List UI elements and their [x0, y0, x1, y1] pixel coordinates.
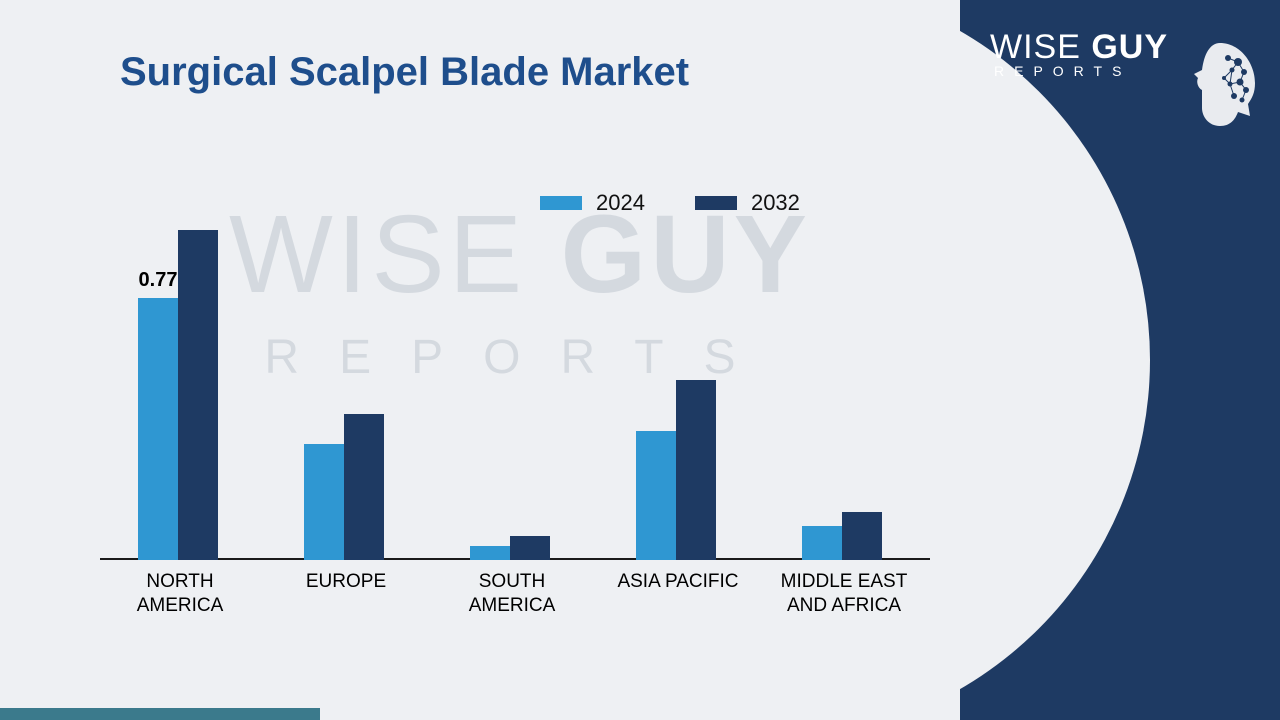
brand-logo: WISE GUY REPORTS: [990, 28, 1250, 79]
bar-2032: [510, 536, 550, 560]
category-label: ASIA PACIFIC: [608, 570, 748, 594]
bottom-accent-strip: [0, 708, 320, 720]
bar-2032: [344, 414, 384, 560]
bar-2024: 0.77: [138, 298, 178, 560]
bar-2024: [802, 526, 842, 560]
logo-line1b: GUY: [1091, 28, 1168, 66]
bar-2032: [842, 512, 882, 560]
legend-label-2032: 2032: [751, 190, 800, 216]
category-label: MIDDLE EAST AND AFRICA: [774, 570, 914, 618]
bar-2024: [304, 444, 344, 560]
category-label: SOUTH AMERICA: [442, 570, 582, 618]
logo-line1a: WISE: [990, 28, 1081, 66]
category-label: EUROPE: [276, 570, 416, 594]
legend-item-2024: 2024: [540, 190, 645, 216]
bar-2032: [676, 380, 716, 560]
bar-value-label: 0.77: [139, 269, 178, 292]
bar-2024: [636, 431, 676, 560]
logo-head-icon: [1180, 38, 1260, 128]
legend-item-2032: 2032: [695, 190, 800, 216]
bar-chart: 0.77NORTH AMERICAEUROPESOUTH AMERICAASIA…: [100, 220, 930, 560]
legend-swatch-2024: [540, 196, 582, 210]
canvas: WISE GUY REPORTS Surgical Scalpel Blade …: [0, 0, 1280, 720]
bar-2032: [178, 230, 218, 560]
category-label: NORTH AMERICA: [110, 570, 250, 618]
legend: 2024 2032: [540, 190, 800, 216]
legend-swatch-2032: [695, 196, 737, 210]
bar-2024: [470, 546, 510, 560]
chart-title: Surgical Scalpel Blade Market: [120, 50, 689, 95]
legend-label-2024: 2024: [596, 190, 645, 216]
